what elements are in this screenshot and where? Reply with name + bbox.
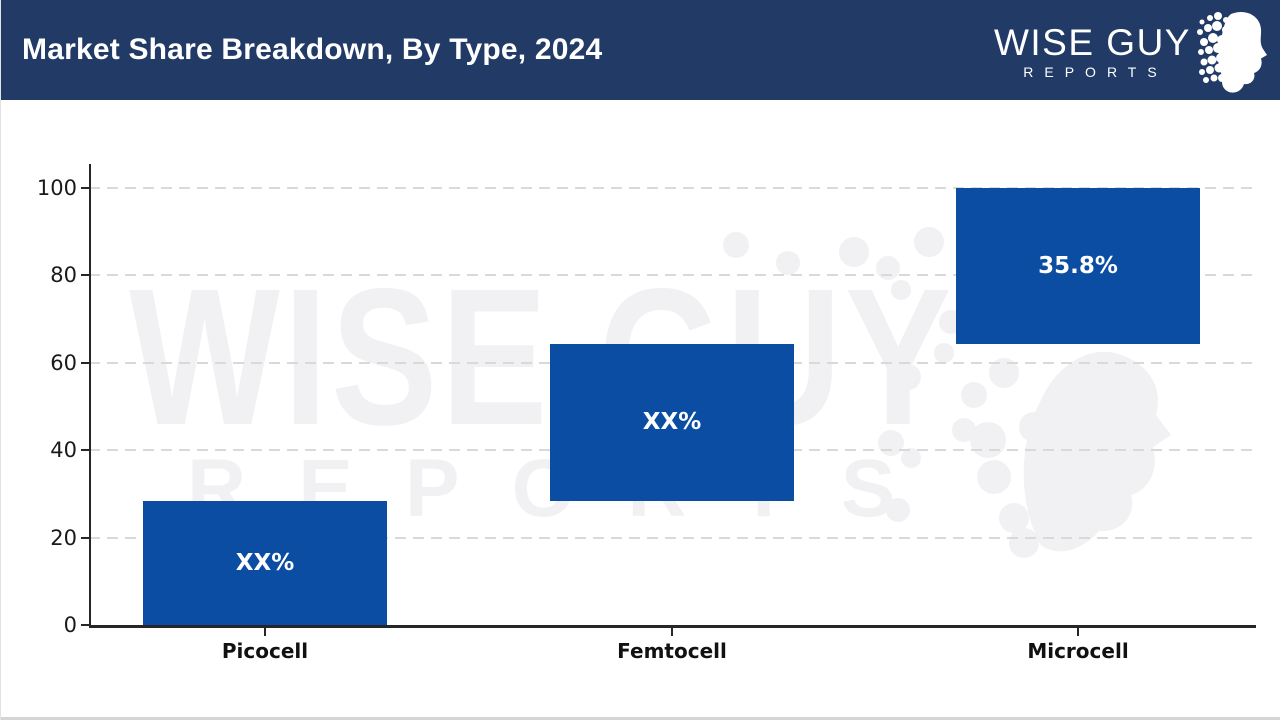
x-tick-femtocell: [671, 628, 673, 636]
y-tick-40: [81, 449, 89, 451]
y-tick-label-20: 20: [50, 525, 77, 550]
y-tick-label-0: 0: [63, 613, 77, 637]
y-tick-label-40: 40: [50, 438, 77, 462]
bar-picocell: [143, 500, 387, 625]
gridline-y80: [89, 274, 1254, 276]
gridline-y20: [89, 536, 1254, 539]
y-tick-label-80: 80: [50, 263, 77, 287]
header-bar: Market Share Breakdown, By Type, 2024 WI…: [1, 0, 1280, 100]
x-tick-picocell: [264, 628, 266, 636]
bar-femtocell: [550, 344, 794, 501]
wiseguy-logo-wordmark: WISE GUY: [993, 21, 1191, 63]
x-category-label-picocell: Picocell: [221, 639, 309, 663]
bottom-divider: [1, 717, 1280, 720]
x-category-label-microcell: Microcell: [1027, 639, 1129, 663]
x-tick-microcell: [1077, 628, 1079, 636]
wiseguy-logo: WISE GUY REPORTS: [994, 9, 1267, 93]
bar-value-label-femtocell: XX%: [642, 409, 702, 436]
y-axis-spine: [89, 164, 91, 627]
wiseguy-logo-text: WISE GUY REPORTS: [994, 24, 1191, 79]
page-title: Market Share Breakdown, By Type, 2024: [22, 33, 603, 66]
y-tick-20: [81, 536, 89, 539]
wiseguy-logo-subtitle: REPORTS: [1023, 63, 1168, 80]
x-axis-spine: [89, 625, 1256, 628]
bar-value-label-microcell: 35.8%: [1038, 252, 1118, 279]
x-category-label-femtocell: Femtocell: [617, 639, 727, 663]
y-tick-0: [81, 624, 89, 626]
bar-microcell: [956, 187, 1200, 345]
y-tick-label-60: 60: [50, 350, 77, 375]
y-tick-80: [81, 274, 89, 276]
y-tick-label-100: 100: [36, 175, 77, 200]
bar-value-label-picocell: XX%: [235, 549, 295, 576]
gridline-y100: [89, 186, 1254, 189]
y-tick-60: [81, 361, 89, 364]
wiseguy-face-icon: [1197, 11, 1267, 93]
plot-area: 0 20 40 60 80 100 XX% Picocell XX% Femtocell 35.8%…: [1, 100, 1280, 720]
chart-canvas: WISE GUY REPORTS 020406080100XX%Picocell…: [1, 100, 1280, 720]
y-tick-100: [81, 186, 89, 189]
